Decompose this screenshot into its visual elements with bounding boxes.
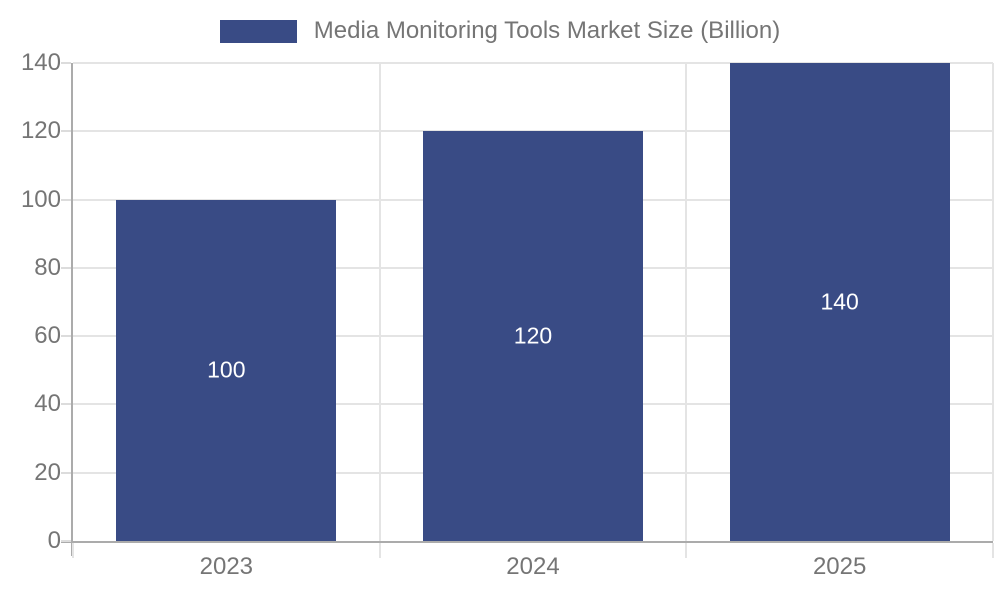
x-tick-3	[992, 543, 994, 558]
x-axis-labels: 2023 2024 2025	[73, 555, 993, 585]
v-gridline-3	[992, 63, 994, 541]
x-tick-0	[72, 543, 74, 558]
v-gridline-1	[378, 63, 381, 541]
y-tick-100	[61, 198, 71, 201]
y-tick-120	[61, 130, 71, 133]
x-tick-2	[685, 543, 688, 558]
x-category-label-2024: 2024	[506, 553, 560, 580]
bar-value-label-2023: 100	[207, 356, 246, 383]
x-tick-1	[378, 543, 381, 558]
y-tick-80	[61, 266, 71, 269]
x-category-label-2025: 2025	[812, 553, 867, 580]
bar-2023[interactable]: 100	[116, 199, 337, 541]
y-tick-label-40: 40	[34, 390, 61, 418]
y-tick-20	[61, 471, 71, 474]
y-axis-line	[71, 63, 73, 556]
v-gridline-2	[685, 63, 688, 541]
y-tick-label-140: 140	[20, 49, 61, 76]
y-tick-label-100: 100	[20, 185, 61, 213]
bar-value-label-2024: 120	[513, 322, 553, 349]
y-tick-label-80: 80	[34, 253, 61, 281]
bar-2024[interactable]: 120	[423, 131, 643, 541]
legend-label: Media Monitoring Tools Market Size (Bill…	[313, 17, 781, 44]
h-gridline-140	[73, 62, 993, 64]
x-axis-line	[61, 541, 993, 543]
bar-2025[interactable]: 140	[729, 63, 950, 541]
y-tick-140	[61, 62, 71, 64]
y-axis-labels: 0 20 40 60 80 100 120 140	[0, 51, 61, 553]
y-tick-label-0: 0	[47, 527, 61, 554]
y-tick-label-20: 20	[34, 458, 61, 486]
legend[interactable]: Media Monitoring Tools Market Size (Bill…	[0, 17, 1000, 46]
y-tick-0	[61, 540, 71, 542]
bar-value-label-2025: 140	[820, 288, 859, 315]
plot-area: 100 120 140	[61, 62, 994, 558]
x-category-label-2023: 2023	[199, 553, 254, 580]
y-tick-label-120: 120	[20, 117, 61, 145]
y-tick-label-60: 60	[34, 322, 61, 350]
y-tick-60	[61, 335, 71, 338]
legend-swatch	[219, 19, 297, 43]
y-tick-40	[61, 403, 71, 406]
